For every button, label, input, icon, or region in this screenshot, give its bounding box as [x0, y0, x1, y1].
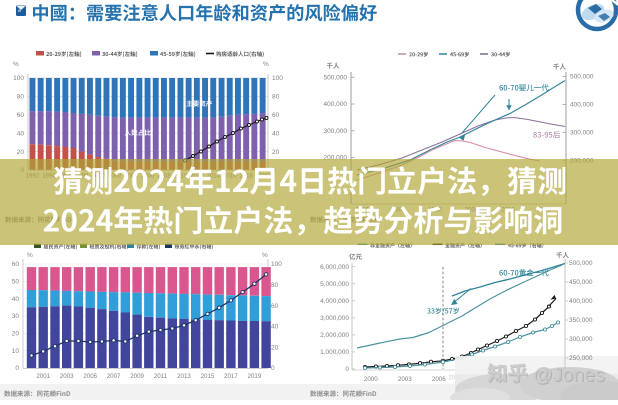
svg-text:400,000: 400,000	[324, 101, 348, 108]
svg-text:0: 0	[271, 365, 275, 372]
svg-text:40: 40	[17, 130, 25, 137]
svg-text:2006: 2006	[432, 376, 446, 383]
svg-text:2017: 2017	[224, 373, 238, 380]
svg-text:%: %	[263, 61, 269, 68]
svg-text:50: 50	[12, 279, 20, 286]
svg-text:300,000: 300,000	[324, 128, 348, 135]
svg-text:2007: 2007	[107, 373, 121, 380]
svg-text:2000: 2000	[364, 376, 378, 383]
svg-text:300,000: 300,000	[569, 336, 593, 343]
svg-text:450,000: 450,000	[569, 279, 593, 286]
svg-text:500,000: 500,000	[324, 75, 348, 82]
svg-text:100: 100	[271, 261, 282, 268]
svg-text:6,000,000: 6,000,000	[320, 264, 349, 271]
svg-text:@Jones: @Jones	[534, 365, 606, 387]
svg-text:60: 60	[271, 303, 279, 310]
svg-text:500,000: 500,000	[569, 260, 593, 267]
svg-text:400,000: 400,000	[570, 102, 594, 109]
svg-text:80: 80	[17, 94, 25, 101]
svg-text:2,000,000: 2,000,000	[320, 332, 349, 339]
svg-text:1,000,000: 1,000,000	[320, 349, 349, 356]
svg-text:400,000: 400,000	[569, 298, 593, 305]
svg-text:3,000,000: 3,000,000	[320, 315, 349, 322]
svg-text:60: 60	[12, 261, 20, 268]
svg-text:2009: 2009	[130, 373, 144, 380]
svg-text:500,000: 500,000	[570, 74, 594, 81]
svg-text:20: 20	[12, 331, 20, 338]
svg-text:2019: 2019	[248, 373, 262, 380]
svg-text:20: 20	[272, 149, 280, 156]
svg-text:2003: 2003	[398, 376, 412, 383]
svg-text:2005: 2005	[83, 373, 97, 380]
svg-text:10: 10	[12, 348, 20, 355]
svg-text:5,000,000: 5,000,000	[320, 281, 349, 288]
svg-text:350,000: 350,000	[569, 317, 593, 324]
svg-text:80: 80	[271, 282, 279, 289]
svg-text:40: 40	[12, 296, 20, 303]
svg-text:100: 100	[272, 75, 283, 82]
svg-text:40: 40	[272, 130, 280, 137]
svg-text:20: 20	[271, 344, 279, 351]
svg-text:2015: 2015	[201, 373, 215, 380]
svg-text:2003: 2003	[60, 373, 74, 380]
svg-text:2013: 2013	[177, 373, 191, 380]
svg-text:0: 0	[345, 366, 349, 373]
svg-text:40: 40	[271, 324, 279, 331]
svg-text:@Jones: @Jones	[533, 364, 605, 386]
svg-text:%: %	[262, 252, 268, 259]
svg-text:2001: 2001	[36, 373, 50, 380]
svg-text:%: %	[13, 61, 19, 68]
svg-text:20: 20	[17, 149, 25, 156]
svg-text:300,000: 300,000	[570, 130, 594, 137]
svg-text:0: 0	[15, 365, 19, 372]
svg-text:80: 80	[272, 94, 280, 101]
svg-text:60: 60	[17, 112, 25, 119]
svg-text:30: 30	[12, 313, 20, 320]
svg-text:250,000: 250,000	[569, 355, 593, 362]
svg-text:4,000,000: 4,000,000	[320, 298, 349, 305]
svg-text:%: %	[27, 252, 33, 259]
svg-text:2011: 2011	[154, 373, 168, 380]
svg-text:60: 60	[272, 112, 280, 119]
svg-text:100: 100	[13, 75, 24, 82]
svg-text:200,000: 200,000	[324, 155, 348, 162]
